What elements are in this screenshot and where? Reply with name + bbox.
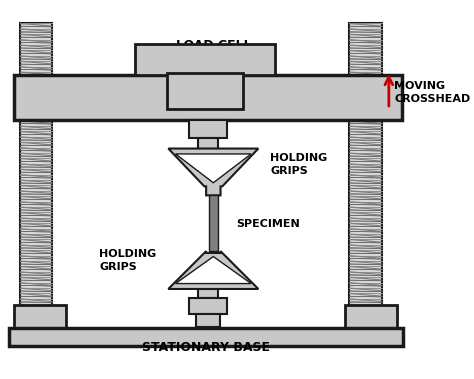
Text: SPECIMEN: SPECIMEN	[236, 219, 300, 229]
Text: LOAD CELL: LOAD CELL	[175, 39, 251, 52]
Bar	[209, 195, 218, 251]
Text: STATIONARY BASE: STATIONARY BASE	[142, 341, 270, 354]
Polygon shape	[168, 251, 258, 289]
Bar	[13, 75, 402, 120]
Text: HOLDING
GRIPS: HOLDING GRIPS	[99, 249, 156, 272]
Text: HOLDING
GRIPS: HOLDING GRIPS	[270, 153, 327, 176]
Bar	[345, 305, 397, 337]
Bar	[189, 120, 227, 138]
Bar	[166, 73, 243, 109]
Bar	[198, 138, 218, 149]
Bar	[189, 298, 227, 314]
Polygon shape	[175, 154, 251, 183]
Bar	[135, 44, 274, 75]
Polygon shape	[175, 257, 251, 283]
Bar	[196, 314, 219, 327]
Bar	[349, 23, 382, 307]
Polygon shape	[168, 149, 258, 195]
Bar	[198, 289, 218, 298]
Text: MOVING
CROSSHEAD: MOVING CROSSHEAD	[394, 81, 471, 104]
Bar	[13, 305, 66, 337]
Bar	[9, 328, 403, 346]
Bar	[20, 23, 52, 307]
